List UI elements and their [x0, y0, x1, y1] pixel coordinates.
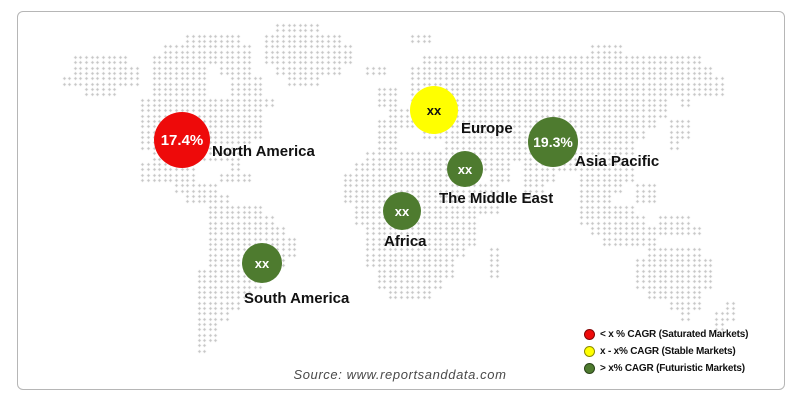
marker-circle-middle-east: xx — [447, 151, 483, 187]
legend-item-saturated: < x % CAGR (Saturated Markets) — [584, 329, 748, 340]
marker-circle-north-america: 17.4% — [154, 112, 210, 168]
marker-label-asia-pacific: Asia Pacific — [575, 153, 660, 170]
marker-label-south-america: South America — [244, 290, 350, 307]
legend-label-saturated: < x % CAGR (Saturated Markets) — [600, 329, 749, 340]
legend-item-futuristic: > x% CAGR (Futuristic Markets) — [584, 363, 748, 374]
legend: < x % CAGR (Saturated Markets) x - x% CA… — [584, 329, 748, 380]
legend-dot-red-icon — [584, 329, 595, 340]
marker-value-south-america: xx — [254, 255, 270, 271]
marker-circle-europe: xx — [410, 86, 458, 134]
legend-label-futuristic: > x% CAGR (Futuristic Markets) — [600, 363, 745, 374]
legend-label-stable: x - x% CAGR (Stable Markets) — [600, 346, 736, 357]
marker-label-middle-east: The Middle East — [439, 190, 554, 207]
marker-value-africa: xx — [394, 203, 410, 219]
legend-dot-yellow-icon — [584, 346, 595, 357]
legend-dot-green-icon — [584, 363, 595, 374]
marker-value-europe: xx — [426, 102, 442, 118]
marker-label-europe: Europe — [461, 120, 513, 137]
source-attribution: Source: www.reportsanddata.com — [293, 367, 507, 382]
marker-circle-asia-pacific: 19.3% — [528, 117, 578, 167]
marker-value-north-america: 17.4% — [160, 131, 204, 149]
marker-circle-africa: xx — [383, 192, 421, 230]
marker-label-africa: Africa — [384, 233, 427, 250]
marker-value-middle-east: xx — [457, 161, 473, 177]
legend-item-stable: x - x% CAGR (Stable Markets) — [584, 346, 748, 357]
marker-circle-south-america: xx — [242, 243, 282, 283]
marker-value-asia-pacific: 19.3% — [533, 134, 573, 150]
marker-label-north-america: North America — [212, 143, 315, 160]
